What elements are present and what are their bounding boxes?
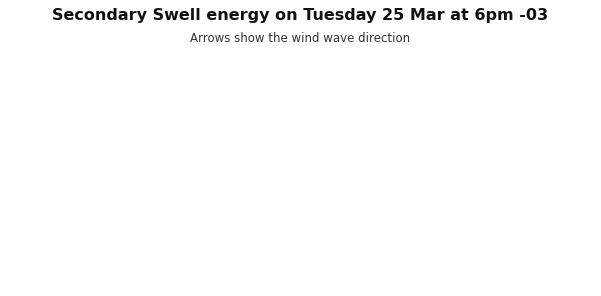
Text: Requires cartopy: Requires cartopy — [242, 166, 359, 180]
Text: Arrows show the wind wave direction: Arrows show the wind wave direction — [191, 32, 410, 45]
Text: Secondary Swell energy on Tuesday 25 Mar at 6pm -03: Secondary Swell energy on Tuesday 25 Mar… — [52, 8, 549, 23]
